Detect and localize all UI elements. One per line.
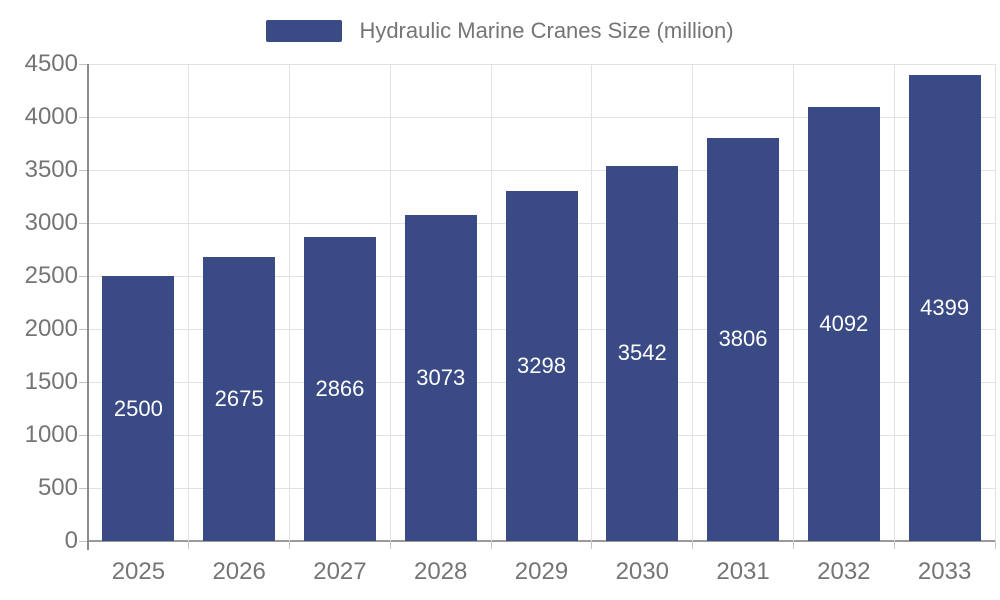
h-gridline (88, 116, 995, 118)
y-axis-line (87, 64, 89, 550)
y-tick-label: 4500 (24, 50, 78, 77)
legend-label: Hydraulic Marine Cranes Size (million) (359, 18, 734, 43)
y-tick (79, 434, 87, 436)
v-gridline (389, 64, 391, 541)
v-gridline (188, 64, 190, 541)
y-tick-label: 3000 (24, 209, 78, 236)
bar[interactable]: 3298 (505, 191, 578, 541)
v-gridline (792, 64, 794, 541)
y-tick-label: 1500 (24, 368, 78, 395)
bar-value-label: 3806 (718, 326, 768, 352)
x-tick (490, 541, 492, 549)
x-tick (893, 541, 895, 549)
bar-value-label: 2866 (315, 376, 365, 402)
bar[interactable]: 3542 (606, 165, 679, 541)
bar[interactable]: 2675 (203, 257, 276, 541)
x-tick-label: 2025 (111, 558, 166, 585)
legend-item[interactable]: Hydraulic Marine Cranes Size (million) (0, 16, 1000, 46)
x-tick (792, 541, 794, 549)
y-tick (79, 222, 87, 224)
bar[interactable]: 3073 (404, 215, 477, 541)
v-gridline (289, 64, 291, 541)
v-gridline (490, 64, 492, 541)
legend-swatch (266, 20, 343, 42)
y-tick (79, 169, 87, 171)
y-tick (79, 540, 87, 542)
h-gridline (88, 63, 995, 65)
x-tick-label: 2027 (313, 558, 367, 585)
bar-value-label: 3298 (517, 353, 566, 379)
y-tick (79, 487, 87, 489)
x-tick-label: 2032 (817, 558, 871, 585)
y-tick-label: 500 (37, 474, 78, 501)
y-tick-label: 4000 (24, 103, 78, 130)
y-tick-label: 0 (64, 527, 78, 554)
bar[interactable]: 2866 (303, 237, 376, 541)
v-gridline (893, 64, 895, 541)
bar-value-label: 3073 (416, 365, 466, 391)
bar-value-label: 4092 (819, 311, 869, 337)
y-tick (79, 275, 87, 277)
v-gridline (591, 64, 593, 541)
y-tick-label: 2000 (24, 315, 78, 342)
y-tick-label: 3500 (24, 156, 78, 183)
x-tick-label: 2029 (514, 558, 569, 585)
x-tick-label: 2033 (917, 558, 972, 585)
bar-value-label: 4399 (920, 294, 970, 320)
y-tick (79, 63, 87, 65)
v-gridline (994, 64, 996, 541)
y-tick-label: 1000 (24, 421, 78, 448)
v-gridline (692, 64, 694, 541)
x-tick-label: 2030 (615, 558, 669, 585)
bar-value-label: 2675 (214, 386, 264, 412)
bar-value-label: 2500 (113, 395, 163, 421)
bar[interactable]: 2500 (102, 276, 175, 541)
x-tick (389, 541, 391, 549)
y-tick (79, 116, 87, 118)
x-tick-label: 2028 (414, 558, 468, 585)
bar-value-label: 3542 (617, 340, 667, 366)
y-tick (79, 381, 87, 383)
x-tick (591, 541, 593, 549)
bar[interactable]: 4092 (807, 107, 880, 541)
bar[interactable]: 3806 (707, 137, 780, 541)
x-tick-label: 2026 (212, 558, 266, 585)
x-tick (994, 541, 996, 549)
y-tick (79, 328, 87, 330)
bar[interactable]: 4399 (908, 74, 981, 541)
x-tick (188, 541, 190, 549)
y-tick-label: 2500 (24, 262, 78, 289)
x-tick-label: 2031 (716, 558, 770, 585)
x-tick (692, 541, 694, 549)
x-axis-line (88, 540, 995, 542)
plot-area: 2500 2675 2866 3073 3298 3542 3806 4092 4399 (79, 63, 996, 550)
x-tick (289, 541, 291, 549)
h-gridline (88, 169, 995, 171)
